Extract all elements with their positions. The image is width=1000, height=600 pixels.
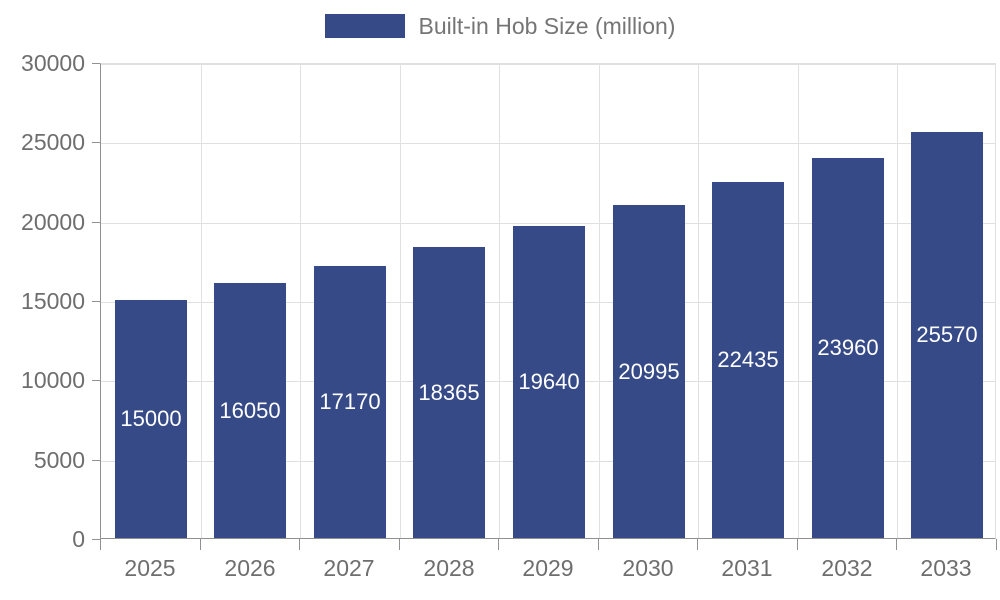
bar-value-label: 17170 <box>319 389 381 414</box>
y-axis-label: 5000 <box>33 447 85 473</box>
x-axis-label: 2031 <box>721 555 773 581</box>
y-axis-tick <box>92 460 100 461</box>
gridline-horizontal <box>101 223 995 224</box>
x-axis-label: 2025 <box>124 555 176 581</box>
y-axis-tick <box>92 380 100 381</box>
x-axis-label: 2029 <box>522 555 574 581</box>
bar[interactable]: 16050 <box>214 283 286 538</box>
legend[interactable]: Built-in Hob Size (million) <box>0 14 1000 38</box>
y-axis-label: 0 <box>72 526 85 552</box>
x-axis-tick <box>996 539 997 550</box>
legend-label[interactable]: Built-in Hob Size (million) <box>418 13 676 39</box>
bar[interactable]: 20995 <box>613 205 685 538</box>
gridline-vertical <box>897 64 898 538</box>
bar[interactable]: 19640 <box>513 226 585 538</box>
y-axis-label: 10000 <box>21 367 85 393</box>
bar[interactable]: 22435 <box>712 182 784 538</box>
x-axis-label: 2028 <box>423 555 475 581</box>
bar-value-label: 20995 <box>618 358 680 384</box>
bar-value-label: 18365 <box>418 379 480 405</box>
bar[interactable]: 17170 <box>314 266 386 538</box>
y-axis-tick <box>92 142 100 143</box>
y-axis-label: 25000 <box>21 129 85 155</box>
bar[interactable]: 23960 <box>812 158 884 538</box>
plot-area: 15000 16050 17170 18365 19640 20995 22435 23960… <box>100 63 996 539</box>
bar-value-label: 25570 <box>916 322 978 347</box>
y-axis-label: 15000 <box>21 288 85 314</box>
gridline-vertical <box>400 64 401 538</box>
gridline-horizontal <box>101 143 995 144</box>
gridline-vertical <box>798 64 799 538</box>
x-axis-label: 2030 <box>622 555 674 581</box>
gridline-vertical <box>599 64 600 538</box>
bar[interactable]: 25570 <box>911 132 983 538</box>
bar-value-label: 23960 <box>817 335 879 360</box>
bar[interactable]: 18365 <box>413 247 485 538</box>
x-axis-label: 2026 <box>224 555 276 581</box>
y-axis-tick <box>92 301 100 302</box>
bar-value-label: 15000 <box>120 406 182 431</box>
gridline-vertical <box>499 64 500 538</box>
y-axis-tick <box>92 539 100 540</box>
bar[interactable]: 15000 <box>115 300 187 538</box>
legend-swatch[interactable] <box>324 14 405 38</box>
x-axis-tick <box>399 539 400 550</box>
bar-value-label: 16050 <box>219 397 281 423</box>
bar-value-label: 22435 <box>717 347 779 372</box>
x-axis-tick <box>598 539 599 550</box>
x-axis-tick <box>697 539 698 550</box>
x-axis-tick <box>200 539 201 550</box>
gridline-vertical <box>698 64 699 538</box>
x-axis-tick <box>299 539 300 550</box>
x-axis-tick <box>797 539 798 550</box>
y-axis-label: 30000 <box>21 50 85 76</box>
gridline-horizontal <box>101 64 995 65</box>
gridline-vertical <box>300 64 301 538</box>
gridline-vertical <box>201 64 202 538</box>
x-axis-label: 2027 <box>323 555 375 581</box>
x-axis-tick <box>100 539 101 550</box>
x-axis-tick <box>896 539 897 550</box>
y-axis-label: 20000 <box>21 209 85 235</box>
x-axis-tick <box>498 539 499 550</box>
y-axis-tick <box>92 222 100 223</box>
x-axis-label: 2033 <box>920 555 972 581</box>
x-axis-label: 2032 <box>821 555 873 581</box>
bar-value-label: 19640 <box>518 369 580 394</box>
y-axis-tick <box>92 63 100 64</box>
